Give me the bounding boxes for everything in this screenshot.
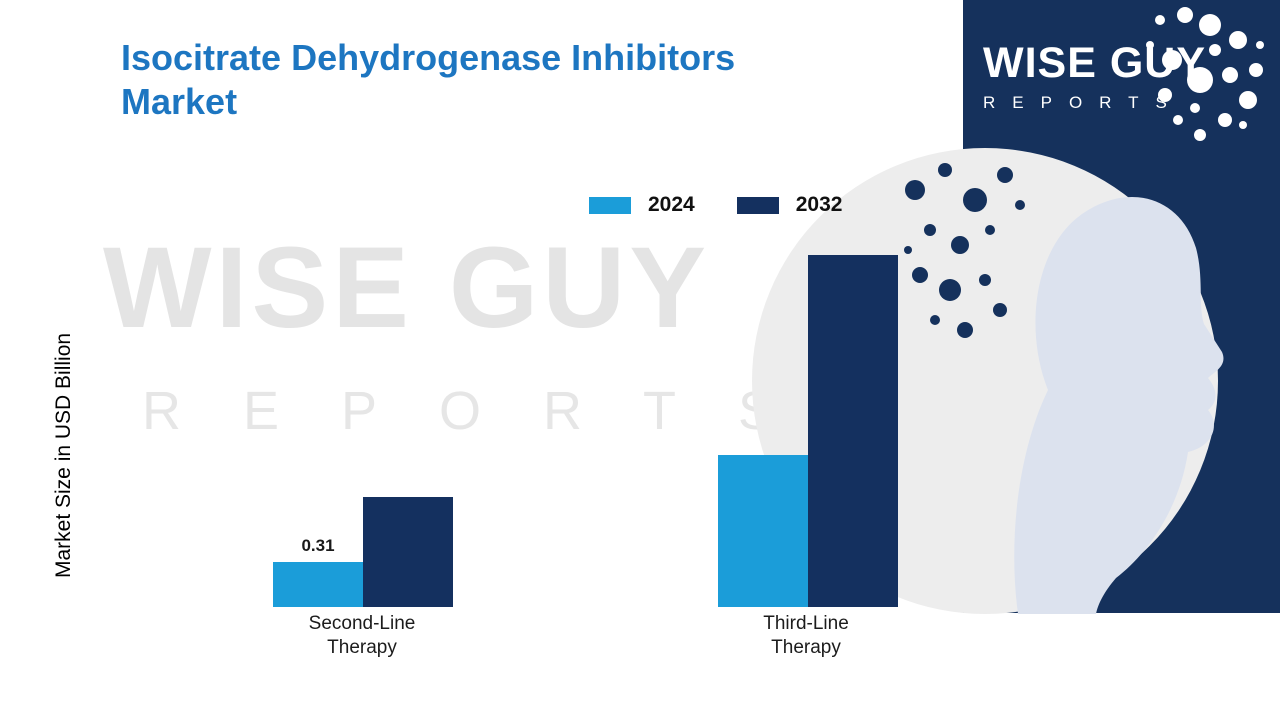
legend-swatch-2024 [589, 196, 631, 214]
brand-name-text: WISE GUY [983, 39, 1207, 87]
bar-value-label: 0.31 [301, 536, 335, 555]
watermark-wordmark: WISE GUY [103, 224, 711, 352]
y-axis-label: Market Size in USD Billion [52, 332, 75, 578]
legend-item-2032: 2032 [736, 193, 843, 217]
chart-title: Isocitrate Dehydrogenase Inhibitors Mark… [121, 37, 736, 122]
legend-label-2032: 2032 [795, 193, 843, 216]
bar-2032-category-2 [808, 255, 898, 607]
bar-2024-category-2 [718, 455, 808, 607]
brand-reports-text: REPORTS [983, 93, 1184, 112]
brand-logo: WISE GUY REPORTS [983, 42, 1206, 113]
chart-legend: 2024 2032 [589, 193, 842, 217]
bar-2032-category-1 [363, 497, 453, 607]
plot-area: 0.31 [0, 177, 1280, 607]
watermark-reports: REPORTS [142, 381, 837, 441]
legend-item-2024: 2024 [589, 193, 695, 217]
legend-swatch-2032 [736, 196, 779, 214]
category-label-second-line: Second-Line Therapy [308, 613, 416, 658]
legend-label-2024: 2024 [648, 193, 695, 216]
bar-2024-category-1 [273, 562, 363, 607]
category-label-third-line: Third-Line Therapy [763, 613, 849, 658]
